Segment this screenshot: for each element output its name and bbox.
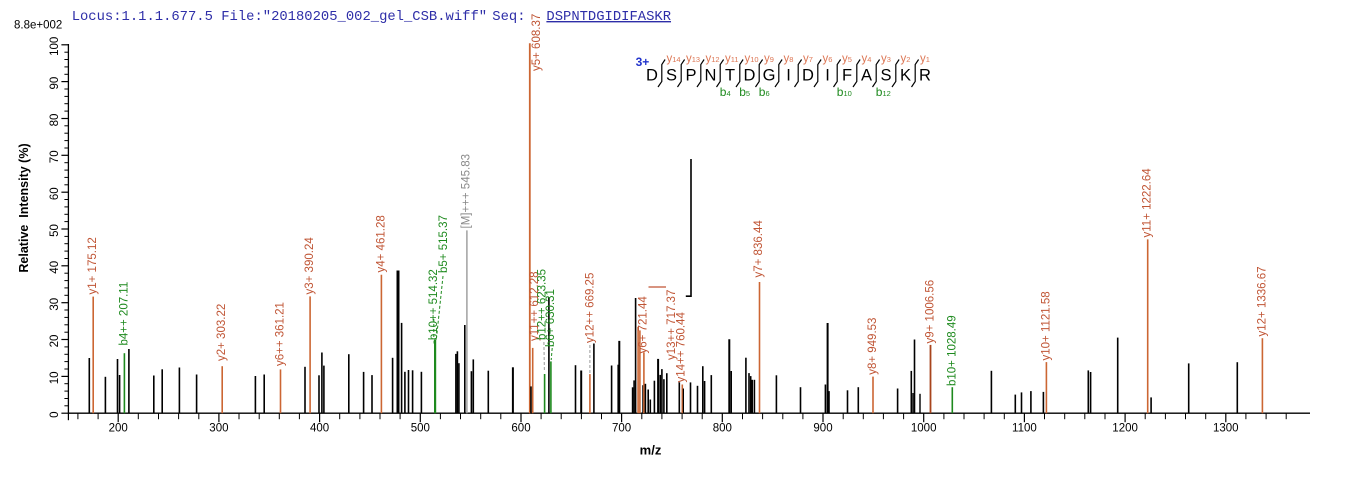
svg-text:y3+ 390.24: y3+ 390.24 [304,237,316,295]
svg-text:40: 40 [49,261,61,274]
svg-text:1200: 1200 [1112,423,1138,435]
svg-text:20: 20 [49,335,61,348]
svg-text:D: D [646,67,658,85]
svg-text:Seq:: Seq: [492,9,525,25]
svg-text:1000: 1000 [911,423,937,435]
svg-text:y1+ 175.12: y1+ 175.12 [87,237,99,294]
svg-text:b12++ 623.35: b12++ 623.35 [537,269,549,340]
svg-text:900: 900 [813,423,832,435]
svg-text:b6: b6 [759,85,770,99]
svg-text:10: 10 [49,372,61,385]
svg-text:y7+ 836.44: y7+ 836.44 [753,220,765,278]
svg-text:D: D [744,67,756,85]
svg-text:y12++ 669.25: y12++ 669.25 [584,273,596,343]
svg-text:0: 0 [49,411,61,417]
svg-text:90: 90 [49,77,61,90]
svg-text:3+: 3+ [636,55,650,69]
svg-text:b12: b12 [876,85,891,99]
svg-text:I: I [825,67,830,85]
svg-text:500: 500 [411,423,430,435]
svg-text:100: 100 [49,37,61,56]
svg-text:8.8e+002: 8.8e+002 [14,20,62,32]
svg-text:K: K [900,67,911,85]
svg-text:T: T [725,67,735,85]
svg-text:200: 200 [109,423,128,435]
svg-text:S: S [666,67,677,85]
svg-text:Locus:1.1.1.677.5 File:"201802: Locus:1.1.1.677.5 File:"20180205_002_gel… [72,9,487,25]
svg-text:1100: 1100 [1012,423,1037,435]
svg-text:y2: y2 [901,53,911,65]
svg-text:700: 700 [612,423,631,435]
svg-text:y12+ 1336.67: y12+ 1336.67 [1256,266,1268,336]
svg-text:y13++ 717.37: y13++ 717.37 [666,290,678,360]
svg-text:DSPNTDGIDIFASKR: DSPNTDGIDIFASKR [546,9,671,25]
svg-text:y9: y9 [764,53,774,65]
svg-text:b4: b4 [720,85,731,99]
svg-text:y14++ 760.44: y14++ 760.44 [676,312,688,383]
svg-text:800: 800 [713,423,732,435]
svg-text:b4++ 207.11: b4++ 207.11 [119,282,131,346]
svg-text:y9+ 1006.56: y9+ 1006.56 [925,280,937,344]
svg-text:m/z: m/z [640,443,662,458]
svg-text:600: 600 [511,423,530,435]
svg-text:y8+ 949.53: y8+ 949.53 [867,318,879,375]
svg-text:y11++ 612.28: y11++ 612.28 [529,272,541,342]
svg-text:y6+ 721.44: y6+ 721.44 [638,296,650,354]
svg-text:A: A [861,67,872,85]
svg-text:1300: 1300 [1213,423,1239,435]
svg-text:-b10++ 514.32: -b10++ 514.32 [428,269,440,344]
svg-text:400: 400 [310,423,329,435]
svg-text:60: 60 [49,187,61,200]
svg-text:b10: b10 [837,85,852,99]
svg-text:50: 50 [49,224,61,237]
svg-text:y6: y6 [823,53,833,65]
svg-text:D: D [802,67,814,85]
svg-text:y1: y1 [920,53,930,65]
svg-text:b5+ 515.37: b5+ 515.37 [438,215,450,273]
svg-text:y13: y13 [686,53,700,65]
svg-text:80: 80 [49,114,61,127]
svg-text:y4+ 461.28: y4+ 461.28 [375,215,387,272]
svg-text:y5+ 608.37: y5+ 608.37 [531,14,543,71]
svg-text:[M]+++ 545.83: [M]+++ 545.83 [461,154,473,229]
svg-text:30: 30 [49,298,61,311]
svg-text:G: G [763,67,776,85]
svg-text:I: I [786,67,791,85]
svg-text:y11+ 1222.64: y11+ 1222.64 [1142,168,1154,238]
svg-text:F: F [842,67,852,85]
svg-text:b5: b5 [739,85,750,99]
svg-text:S: S [880,67,891,85]
svg-text:R: R [919,67,931,85]
svg-text:y10+ 1121.58: y10+ 1121.58 [1040,291,1052,360]
svg-text:y4: y4 [862,53,872,65]
svg-text:y12: y12 [706,53,720,65]
svg-text:70: 70 [49,150,61,163]
svg-text:y3: y3 [881,53,891,65]
svg-text:y7: y7 [803,53,813,65]
svg-text:Relative Intensity (%): Relative Intensity (%) [17,143,31,272]
svg-text:y2+ 303.22: y2+ 303.22 [216,304,228,361]
svg-text:b6+ 630.31: b6+ 630.31 [545,289,557,347]
svg-text:300: 300 [209,423,228,435]
svg-text:y14: y14 [667,53,681,65]
svg-text:y6++ 361.21: y6++ 361.21 [275,302,287,366]
svg-text:y11: y11 [725,53,739,65]
svg-text:P: P [685,67,696,85]
svg-text:N: N [705,67,717,85]
svg-text:y5: y5 [842,53,852,65]
svg-text:y10: y10 [745,53,759,65]
svg-text:y8: y8 [784,53,794,65]
svg-text:b10+ 1028.49: b10+ 1028.49 [946,315,958,386]
